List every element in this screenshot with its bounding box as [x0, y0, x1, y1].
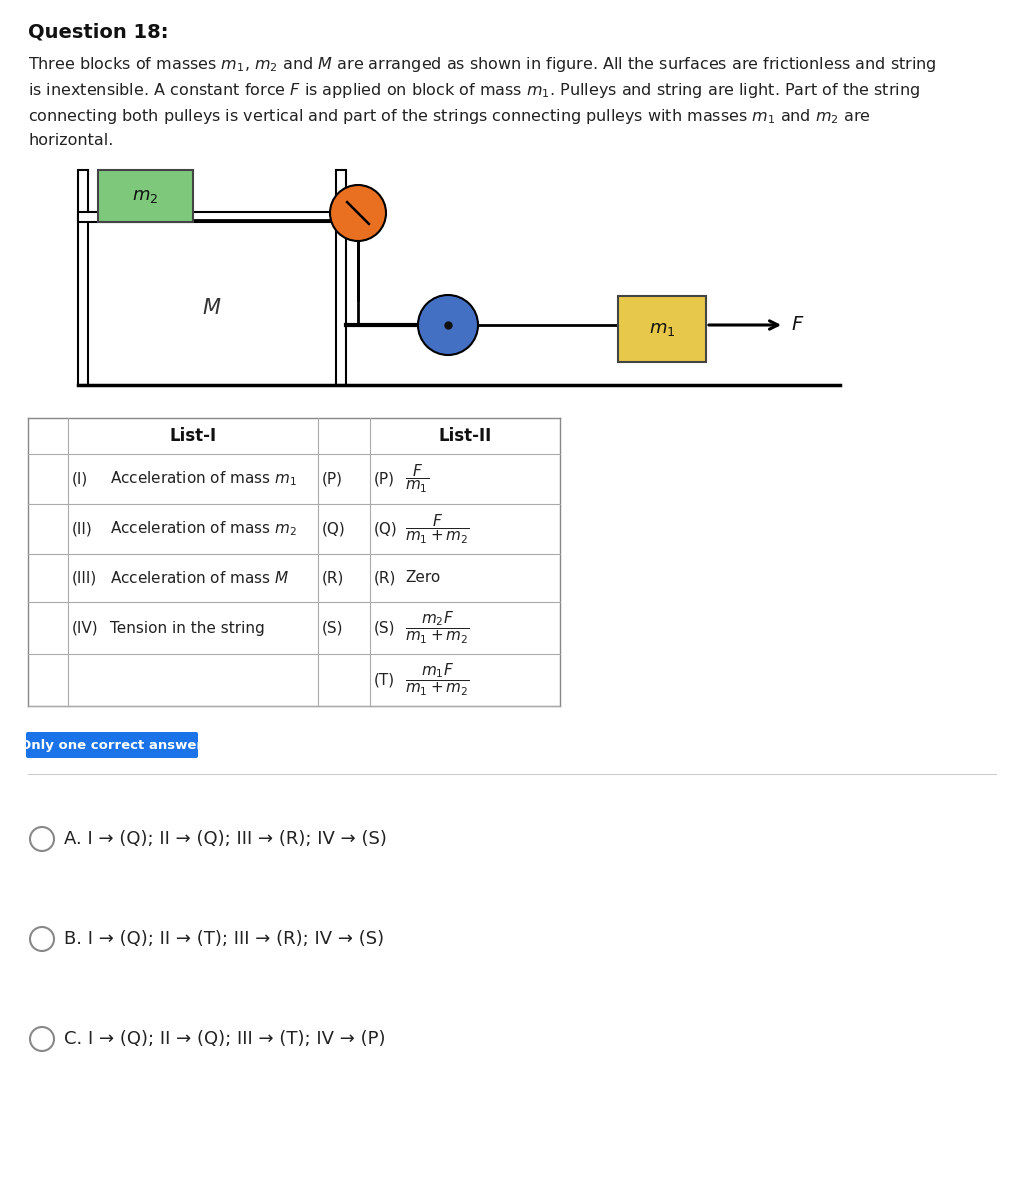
Text: (S): (S) [322, 621, 343, 635]
Text: connecting both pulleys is vertical and part of the strings connecting pulleys w: connecting both pulleys is vertical and … [28, 107, 870, 126]
Text: Zero: Zero [406, 570, 440, 586]
Circle shape [30, 1027, 54, 1051]
Text: $\dfrac{m_2 F}{m_1 + m_2}$: $\dfrac{m_2 F}{m_1 + m_2}$ [406, 610, 470, 646]
Text: (IV): (IV) [72, 621, 98, 635]
Text: B. I → (Q); II → (T); III → (R); IV → (S): B. I → (Q); II → (T); III → (R); IV → (S… [63, 930, 384, 948]
Bar [78, 170, 88, 385]
Text: $m_1$: $m_1$ [649, 320, 675, 338]
Text: (T): (T) [374, 672, 395, 688]
Text: $\dfrac{F}{m_1}$: $\dfrac{F}{m_1}$ [406, 462, 429, 495]
Text: (P): (P) [322, 472, 343, 486]
Text: $\dfrac{m_1 F}{m_1 + m_2}$: $\dfrac{m_1 F}{m_1 + m_2}$ [406, 662, 470, 698]
Text: C. I → (Q); II → (Q); III → (T); IV → (P): C. I → (Q); II → (Q); III → (T); IV → (P… [63, 1030, 385, 1048]
Text: A. I → (Q); II → (Q); III → (R); IV → (S): A. I → (Q); II → (Q); III → (R); IV → (S… [63, 830, 387, 848]
Text: Tension in the string: Tension in the string [110, 621, 265, 635]
Circle shape [30, 927, 54, 951]
Text: Acceleration of mass $M$: Acceleration of mass $M$ [110, 570, 289, 586]
Text: (S): (S) [374, 621, 395, 635]
Text: Acceleration of mass $m_1$: Acceleration of mass $m_1$ [110, 470, 297, 489]
Text: Three blocks of masses $m_1$, $m_2$ and $M$ are arranged as shown in figure. All: Three blocks of masses $m_1$, $m_2$ and … [28, 55, 937, 74]
Text: (III): (III) [72, 570, 97, 586]
Text: horizontal.: horizontal. [28, 133, 114, 149]
Text: List-I: List-I [169, 426, 216, 444]
Text: $m_2$: $m_2$ [132, 187, 159, 205]
Text: Acceleration of mass $m_2$: Acceleration of mass $m_2$ [110, 520, 297, 538]
Bar [78, 212, 346, 222]
Text: (Q): (Q) [374, 521, 397, 537]
Text: (I): (I) [72, 472, 88, 486]
Text: (R): (R) [374, 570, 396, 586]
FancyBboxPatch shape [26, 732, 198, 758]
Circle shape [30, 827, 54, 851]
Text: (P): (P) [374, 472, 395, 486]
Text: $\dfrac{F}{m_1 + m_2}$: $\dfrac{F}{m_1 + m_2}$ [406, 513, 470, 546]
Text: (R): (R) [322, 570, 344, 586]
Text: $M$: $M$ [203, 298, 222, 319]
Circle shape [418, 295, 478, 355]
Text: $F$: $F$ [791, 315, 805, 334]
Text: Only one correct answer: Only one correct answer [20, 738, 204, 751]
Text: (II): (II) [72, 521, 93, 537]
Text: Question 18:: Question 18: [28, 22, 169, 41]
Text: (Q): (Q) [322, 521, 346, 537]
Circle shape [330, 184, 386, 241]
Text: List-II: List-II [438, 426, 492, 444]
Bar [98, 170, 193, 222]
Bar [336, 170, 346, 385]
Bar [618, 296, 706, 362]
Text: is inextensible. A constant force $F$ is applied on block of mass $m_1$. Pulleys: is inextensible. A constant force $F$ is… [28, 81, 920, 99]
